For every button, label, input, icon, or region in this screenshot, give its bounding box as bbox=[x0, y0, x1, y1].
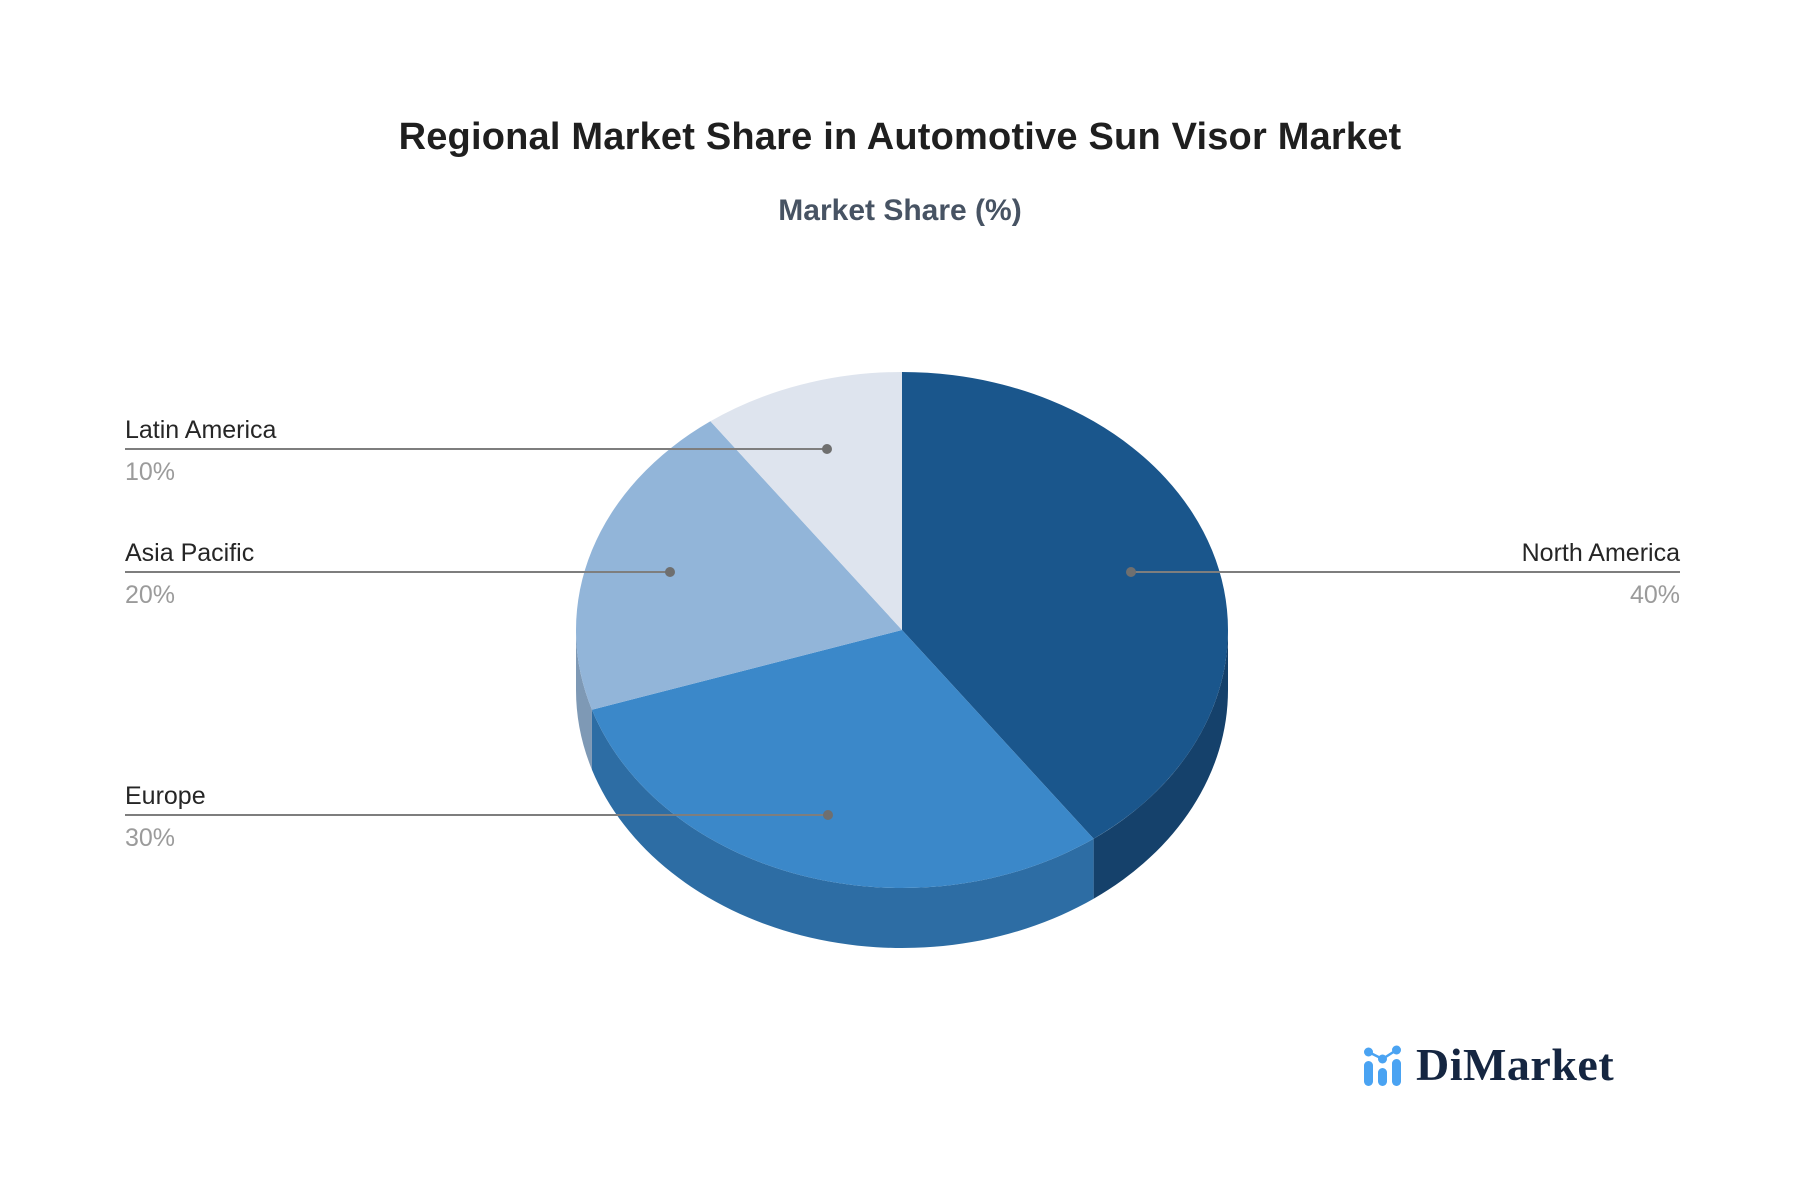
bar-chart-logo-icon bbox=[1364, 1045, 1401, 1086]
chart-subtitle: Market Share (%) bbox=[778, 194, 1022, 227]
callout-line-europe bbox=[125, 814, 828, 816]
slice-label-north-america: North America bbox=[1521, 539, 1680, 567]
slice-label-latin-america: Latin America bbox=[125, 416, 277, 444]
slice-pct-asia-pacific: 20% bbox=[125, 581, 176, 609]
slice-pct-north-america: 40% bbox=[1629, 581, 1680, 609]
chart-title: Regional Market Share in Automotive Sun … bbox=[398, 116, 1402, 158]
callout-dot-latin-america bbox=[822, 444, 832, 454]
slice-pct-latin-america: 10% bbox=[125, 458, 176, 486]
slice-label-europe: Europe bbox=[125, 782, 206, 810]
brand-logo-text: DiMarket bbox=[1416, 1039, 1615, 1090]
callout-line-asia-pacific bbox=[125, 571, 670, 573]
callout-line-north-america bbox=[1131, 571, 1680, 573]
brand-logo: DiMarket bbox=[1362, 1042, 1614, 1088]
slice-pct-europe: 30% bbox=[125, 824, 176, 852]
callout-line-latin-america bbox=[125, 448, 827, 450]
callout-dot-north-america bbox=[1126, 567, 1136, 577]
callout-dot-asia-pacific bbox=[665, 567, 675, 577]
slice-label-asia-pacific: Asia Pacific bbox=[125, 539, 255, 567]
callout-dot-europe bbox=[823, 810, 833, 820]
